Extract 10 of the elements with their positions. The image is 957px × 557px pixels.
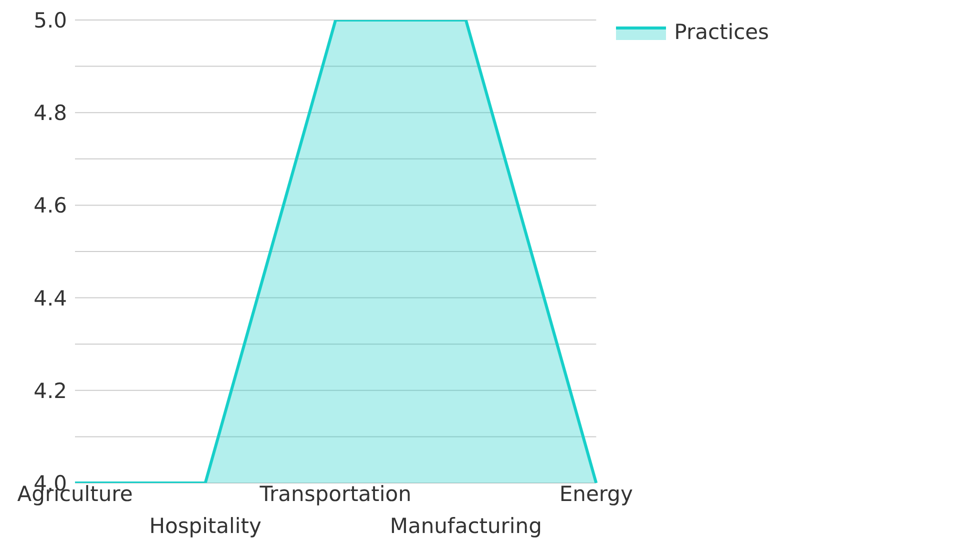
y-tick-label: 4.4 bbox=[34, 286, 67, 310]
y-tick-label: 5.0 bbox=[34, 8, 67, 32]
y-tick-label: 4.8 bbox=[34, 101, 67, 126]
x-tick-label: Transportation bbox=[258, 482, 412, 506]
x-tick-label: Hospitality bbox=[149, 514, 262, 538]
legend-label: Practices bbox=[674, 20, 769, 44]
y-tick-label: 4.6 bbox=[34, 194, 67, 218]
y-tick-label: 4.2 bbox=[34, 378, 67, 403]
x-tick-label: Energy bbox=[559, 482, 633, 506]
x-tick-label: Manufacturing bbox=[390, 514, 542, 538]
